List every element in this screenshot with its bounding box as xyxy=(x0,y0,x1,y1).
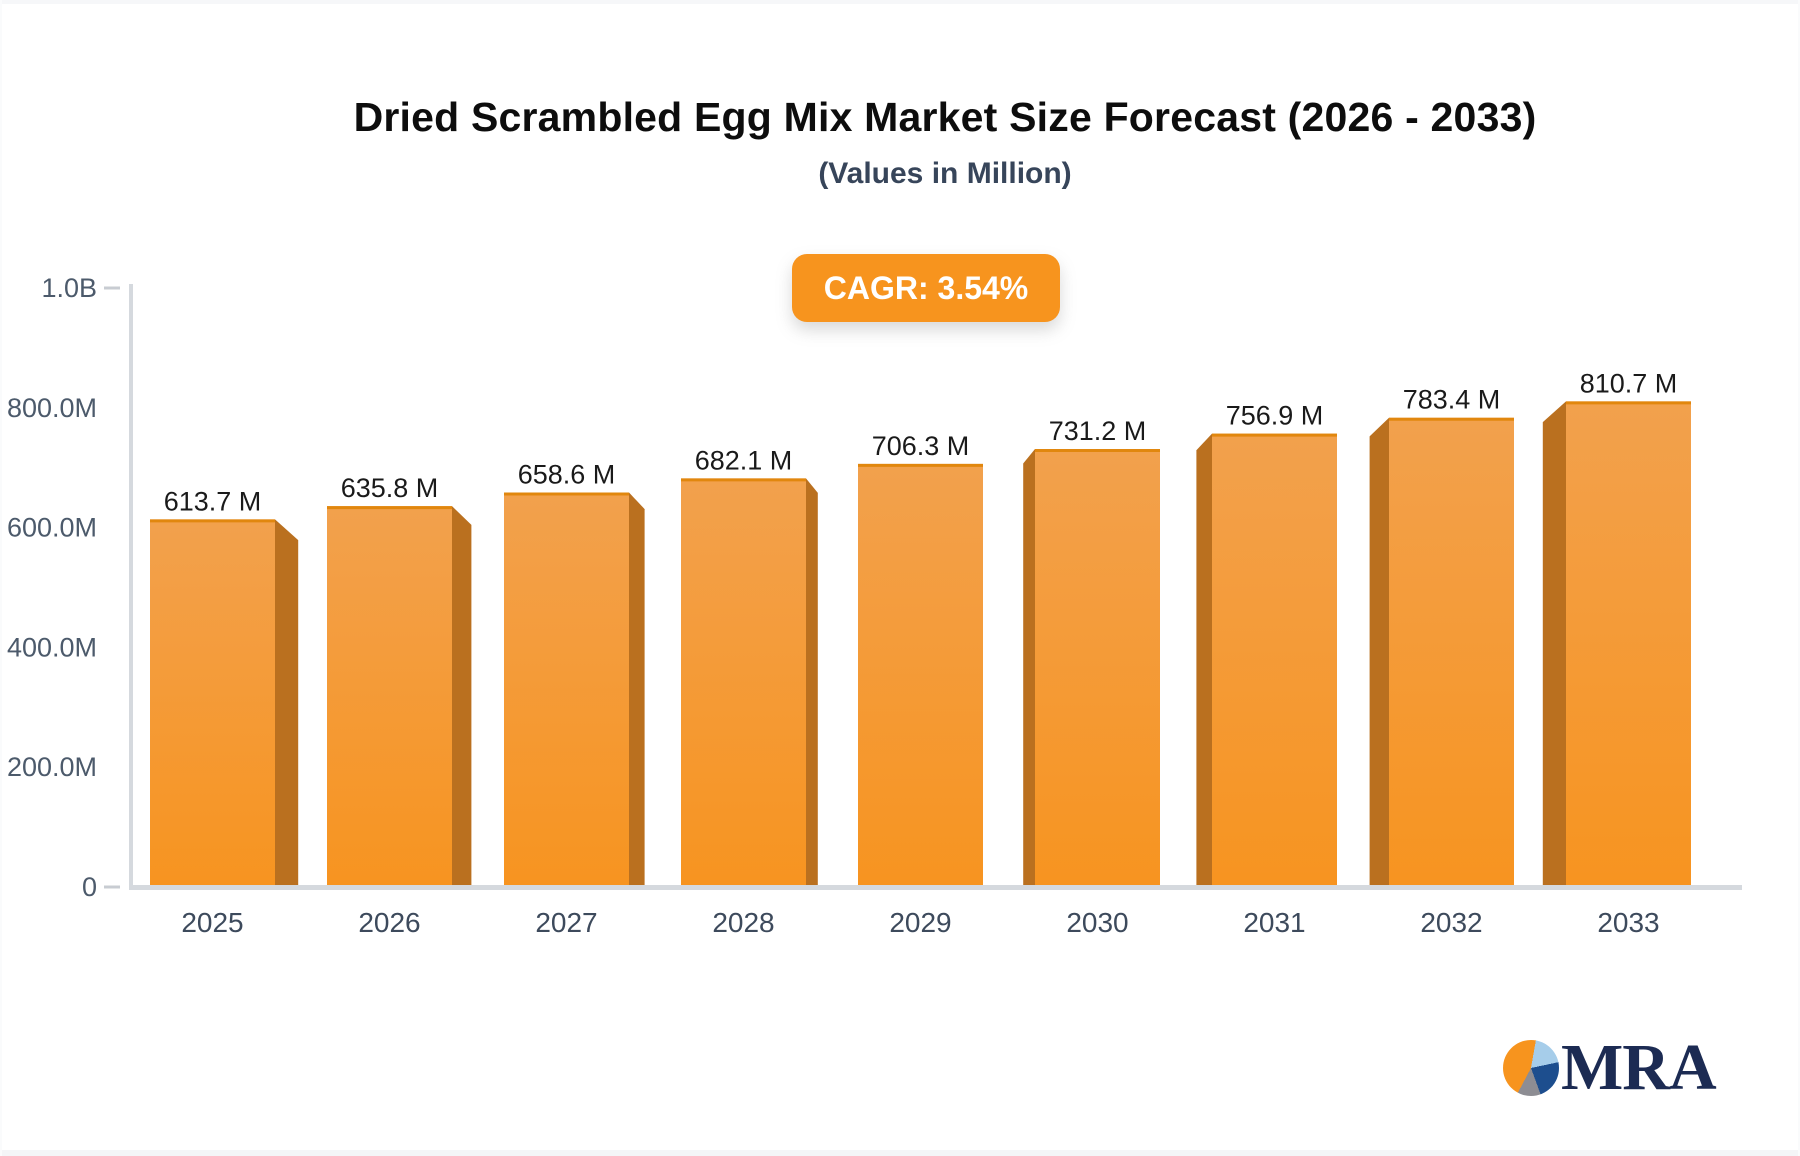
bar-2027: 658.6 M 2027 xyxy=(504,459,645,938)
y-axis-label: 200.0M xyxy=(7,752,97,782)
bar-front-face xyxy=(1566,401,1691,887)
bar-value-label: 613.7 M xyxy=(164,486,262,516)
bar-2031: 756.9 M 2031 xyxy=(1196,401,1337,938)
y-axis-label: 400.0M xyxy=(7,632,97,662)
bar-side-face xyxy=(1369,417,1389,887)
bar-front-face xyxy=(681,478,806,887)
x-axis-label: 2026 xyxy=(358,907,420,938)
x-axis-label: 2033 xyxy=(1597,907,1659,938)
page-edge-top xyxy=(0,0,1800,4)
chart-header: Dried Scrambled Egg Mix Market Size Fore… xyxy=(90,94,1800,191)
bar-side-face xyxy=(275,519,299,887)
bar-front-face xyxy=(1389,417,1514,887)
bar-2030: 731.2 M 2030 xyxy=(1023,416,1160,938)
logo-text: MRA xyxy=(1561,1031,1717,1104)
bar-2032: 783.4 M 2032 xyxy=(1369,385,1514,938)
bar-front-face xyxy=(327,506,452,887)
bar-value-label: 731.2 M xyxy=(1049,416,1147,446)
y-axis-label: 1.0B xyxy=(41,273,97,303)
bar-2026: 635.8 M 2026 xyxy=(327,473,472,938)
bar-side-face xyxy=(629,492,645,887)
pie-chart-logo-icon xyxy=(1503,1040,1559,1096)
bar-2025: 613.7 M 2025 xyxy=(150,486,299,938)
bar-2029: 706.3 M 2029 xyxy=(858,431,983,938)
bar-2033: 810.7 M 2033 xyxy=(1542,368,1691,938)
y-axis-label: 600.0M xyxy=(7,513,97,543)
page-edge-right xyxy=(1798,0,1800,1156)
bar-side-face xyxy=(1023,449,1035,887)
x-axis-label: 2030 xyxy=(1066,907,1128,938)
bar-value-label: 756.9 M xyxy=(1226,401,1324,431)
bar-value-label: 783.4 M xyxy=(1403,385,1501,415)
bar-front-face xyxy=(1035,449,1160,887)
cagr-badge: CAGR: 3.54% xyxy=(792,254,1060,322)
mra-logo: MRA xyxy=(1503,1031,1717,1104)
page-edge-left xyxy=(0,0,2,1156)
y-axis-label: 0 xyxy=(82,872,97,902)
bar-front-face xyxy=(1212,433,1337,887)
x-axis-label: 2027 xyxy=(535,907,597,938)
bar-value-label: 635.8 M xyxy=(341,473,439,503)
bar-value-label: 682.1 M xyxy=(695,445,793,475)
page-edge-bottom xyxy=(0,1150,1800,1156)
x-axis-label: 2029 xyxy=(889,907,951,938)
bar-side-face xyxy=(452,506,472,887)
bar-2028: 682.1 M 2028 xyxy=(681,445,818,938)
chart-subtitle: (Values in Million) xyxy=(818,157,1072,190)
x-axis-label: 2032 xyxy=(1420,907,1482,938)
bar-front-face xyxy=(150,519,275,887)
bar-front-face xyxy=(504,492,629,887)
chart-title: Dried Scrambled Egg Mix Market Size Fore… xyxy=(353,94,1537,140)
x-axis-label: 2031 xyxy=(1243,907,1305,938)
bar-value-label: 706.3 M xyxy=(872,431,970,461)
bar-value-label: 658.6 M xyxy=(518,459,616,489)
x-axis-label: 2028 xyxy=(712,907,774,938)
bar-side-face xyxy=(1196,433,1212,887)
bar-front-face xyxy=(858,463,983,887)
y-axis-label: 800.0M xyxy=(7,393,97,423)
x-axis-label: 2025 xyxy=(181,907,243,938)
bar-side-face xyxy=(806,478,818,887)
bar-value-label: 810.7 M xyxy=(1580,368,1678,398)
bar-side-face xyxy=(1542,401,1566,887)
